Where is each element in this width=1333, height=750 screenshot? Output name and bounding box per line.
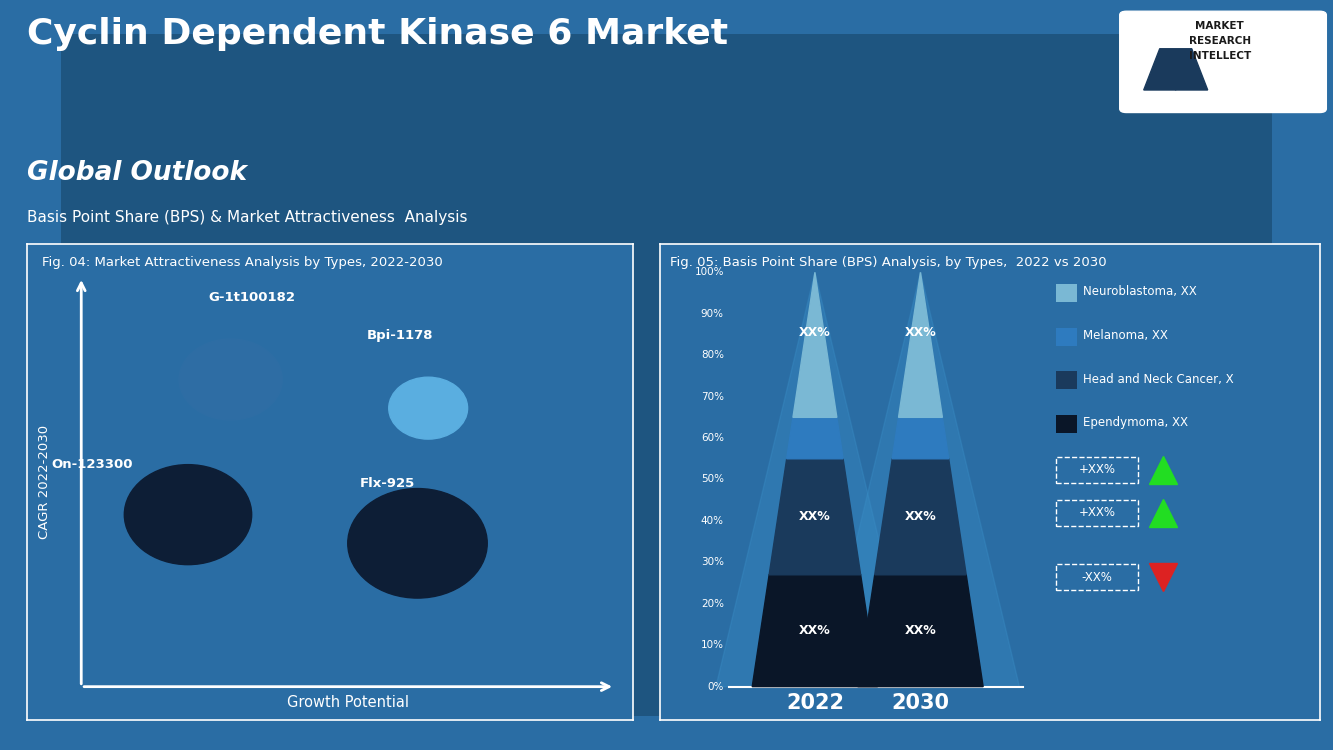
Text: RESEARCH: RESEARCH xyxy=(1189,36,1250,46)
Text: INTELLECT: INTELLECT xyxy=(1189,51,1250,62)
Bar xyxy=(1056,416,1077,434)
Text: On-123300: On-123300 xyxy=(51,458,132,470)
Text: 80%: 80% xyxy=(701,350,724,360)
Text: XX%: XX% xyxy=(905,510,936,524)
Polygon shape xyxy=(1144,49,1176,90)
Polygon shape xyxy=(786,417,842,459)
Text: -XX%: -XX% xyxy=(1081,571,1113,584)
Text: 100%: 100% xyxy=(694,267,724,278)
Text: 50%: 50% xyxy=(701,475,724,484)
Text: 40%: 40% xyxy=(701,516,724,526)
Text: Basis Point Share (BPS) & Market Attractiveness  Analysis: Basis Point Share (BPS) & Market Attract… xyxy=(27,210,467,225)
Text: 2030: 2030 xyxy=(892,693,949,712)
Text: Growth Potential: Growth Potential xyxy=(287,694,409,709)
Text: 60%: 60% xyxy=(701,433,724,443)
Text: XX%: XX% xyxy=(798,326,830,339)
Bar xyxy=(1056,328,1077,346)
Text: 20%: 20% xyxy=(701,598,724,609)
Text: XX%: XX% xyxy=(905,624,936,638)
Text: Fig. 04: Market Attractiveness Analysis by Types, 2022-2030: Fig. 04: Market Attractiveness Analysis … xyxy=(41,256,443,268)
Text: Head and Neck Cancer, X: Head and Neck Cancer, X xyxy=(1084,373,1234,386)
Text: G-1t100182: G-1t100182 xyxy=(209,291,296,304)
Polygon shape xyxy=(821,272,1020,687)
Circle shape xyxy=(389,377,468,439)
Text: CAGR 2022-2030: CAGR 2022-2030 xyxy=(39,424,52,539)
Text: 0%: 0% xyxy=(708,682,724,692)
Text: XX%: XX% xyxy=(905,326,936,339)
Text: Cyclin Dependent Kinase 6 Market: Cyclin Dependent Kinase 6 Market xyxy=(27,16,728,51)
Polygon shape xyxy=(892,417,949,459)
Text: +XX%: +XX% xyxy=(1078,464,1116,476)
Text: Global Outlook: Global Outlook xyxy=(27,160,247,185)
Bar xyxy=(1056,284,1077,302)
Text: XX%: XX% xyxy=(798,624,830,638)
Circle shape xyxy=(124,465,252,565)
Text: 10%: 10% xyxy=(701,640,724,650)
Circle shape xyxy=(179,339,283,420)
Polygon shape xyxy=(793,272,837,417)
Text: Ependymoma, XX: Ependymoma, XX xyxy=(1084,416,1189,429)
FancyBboxPatch shape xyxy=(1120,11,1326,112)
Text: Melanoma, XX: Melanoma, XX xyxy=(1084,328,1168,342)
Text: Bpi-1178: Bpi-1178 xyxy=(367,329,433,342)
Polygon shape xyxy=(716,272,914,687)
Text: 70%: 70% xyxy=(701,392,724,402)
Polygon shape xyxy=(1160,49,1192,90)
Text: XX%: XX% xyxy=(798,510,830,524)
Text: 30%: 30% xyxy=(701,557,724,567)
Text: Flx-925: Flx-925 xyxy=(360,477,416,490)
Text: 90%: 90% xyxy=(701,309,724,319)
Bar xyxy=(1056,371,1077,389)
Text: Fig. 05: Basis Point Share (BPS) Analysis, by Types,  2022 vs 2030: Fig. 05: Basis Point Share (BPS) Analysi… xyxy=(669,256,1106,268)
Text: Neuroblastoma, XX: Neuroblastoma, XX xyxy=(1084,285,1197,298)
Polygon shape xyxy=(752,574,877,687)
Polygon shape xyxy=(1176,49,1208,90)
Polygon shape xyxy=(769,459,861,574)
Polygon shape xyxy=(898,272,942,417)
Text: 2022: 2022 xyxy=(786,693,844,712)
Circle shape xyxy=(348,488,488,598)
Polygon shape xyxy=(874,459,966,574)
Text: MARKET: MARKET xyxy=(1196,21,1244,32)
Polygon shape xyxy=(858,574,984,687)
Text: +XX%: +XX% xyxy=(1078,506,1116,519)
